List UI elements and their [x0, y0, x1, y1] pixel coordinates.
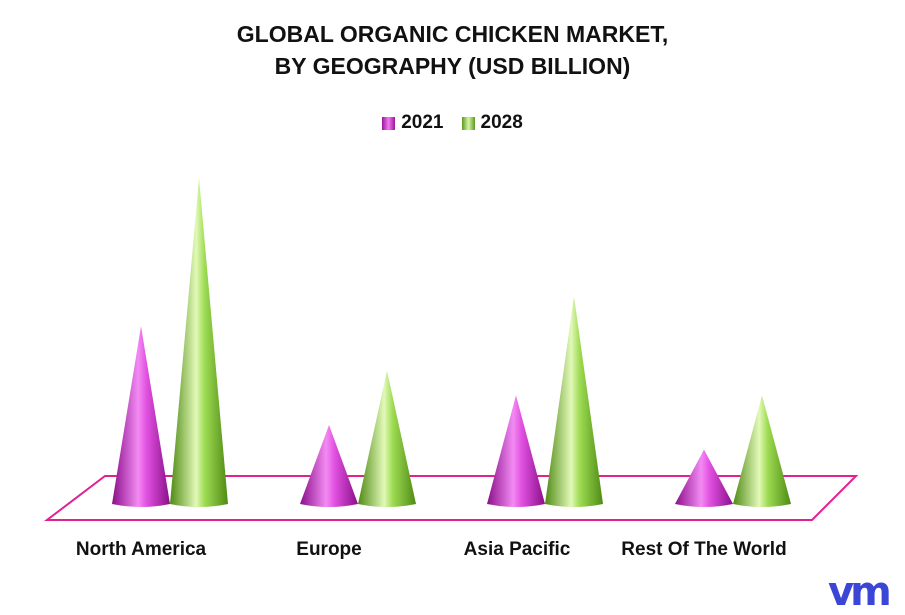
legend-swatch-2021 — [382, 116, 396, 130]
x-tick-label-europe: Europe — [296, 539, 362, 560]
cone-2021-europe — [300, 424, 358, 507]
legend: 2021 2028 — [0, 112, 905, 134]
cone-2028-north-america — [170, 178, 228, 507]
vmr-logo-text: vm — [828, 569, 892, 615]
cone-2021-rest-of-the-world — [675, 449, 733, 507]
chart-title-line-1: GLOBAL ORGANIC CHICKEN MARKET, — [236, 21, 669, 47]
cone-2021-north-america — [112, 326, 170, 507]
chart-floor — [44, 475, 859, 521]
legend-swatch-2028 — [461, 116, 475, 130]
vmr-logo: vm — [828, 569, 892, 615]
x-tick-label-asia-pacific: Asia Pacific — [463, 539, 571, 560]
chart-title: GLOBAL ORGANIC CHICKEN MARKET, BY GEOGRA… — [0, 18, 905, 82]
chart-title-line-2: BY GEOGRAPHY (USD BILLION) — [274, 53, 631, 79]
cone-2021-asia-pacific — [487, 395, 545, 507]
legend-label-2021: 2021 — [401, 112, 444, 133]
cone-group — [112, 178, 791, 507]
cone-2028-rest-of-the-world — [733, 395, 791, 507]
legend-item-2021: 2021 — [382, 112, 444, 134]
cone-2028-europe — [358, 370, 416, 507]
x-tick-label-rest-of-the-world: Rest Of The World — [621, 539, 787, 560]
x-tick-label-north-america: North America — [75, 539, 207, 560]
legend-label-2028: 2028 — [480, 112, 523, 133]
legend-item-2028: 2028 — [461, 112, 523, 134]
cone-2028-asia-pacific — [545, 296, 603, 507]
